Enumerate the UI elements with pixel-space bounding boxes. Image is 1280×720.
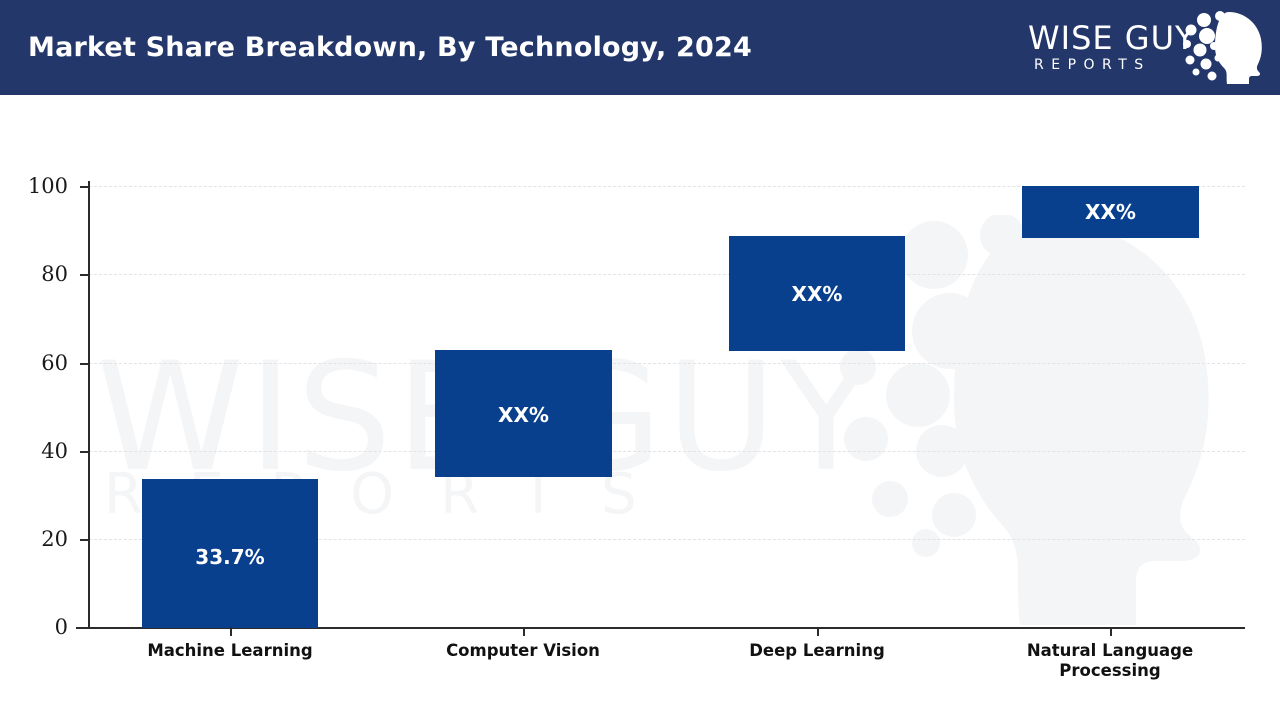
- bar-label-deep-learning: XX%: [791, 282, 843, 306]
- gridline-20: [89, 539, 1245, 540]
- y-tick-mark-20: [80, 539, 89, 541]
- y-tick-label-60: 60: [41, 351, 68, 375]
- y-tick-mark-100: [80, 186, 89, 188]
- bar-natural-language-processing[interactable]: XX%: [1022, 186, 1199, 238]
- y-tick-mark-40: [80, 451, 89, 453]
- gridline-80: [89, 274, 1245, 275]
- x-axis-line: [76, 627, 1245, 629]
- y-tick-mark-80: [80, 274, 89, 276]
- page-header: Market Share Breakdown, By Technology, 2…: [0, 0, 1280, 95]
- x-tick-label-machine-learning: Machine Learning: [147, 641, 313, 660]
- dotted-head-profile-icon: [1183, 11, 1262, 84]
- logo-wordmark: WISE GUY: [1028, 19, 1196, 57]
- bar-label-natural-language-processing: XX%: [1085, 200, 1136, 224]
- bar-label-computer-vision: XX%: [498, 403, 549, 427]
- chart-area: WISE GUY REPORTS: [0, 95, 1280, 720]
- page-title: Market Share Breakdown, By Technology, 2…: [28, 32, 753, 63]
- gridline-60: [89, 363, 1245, 364]
- gridline-100: [89, 186, 1245, 187]
- y-tick-label-40: 40: [41, 439, 68, 463]
- brand-logo: WISE GUY REPORTS: [1022, 8, 1272, 88]
- x-tick-label-deep-learning: Deep Learning: [749, 641, 885, 660]
- x-tick-mark-computer-vision: [523, 627, 525, 636]
- y-tick-label-80: 80: [41, 262, 68, 286]
- gridline-40: [89, 451, 1245, 452]
- y-tick-mark-0: [80, 627, 89, 629]
- logo-subtext: REPORTS: [1034, 57, 1151, 73]
- y-tick-label-100: 100: [27, 174, 68, 198]
- bar-deep-learning[interactable]: XX%: [729, 236, 905, 351]
- bar-computer-vision[interactable]: XX%: [435, 350, 612, 477]
- y-tick-label-0: 0: [54, 615, 68, 639]
- y-tick-label-20: 20: [41, 527, 68, 551]
- bar-machine-learning[interactable]: 33.7%: [142, 479, 318, 628]
- y-axis-line: [88, 181, 90, 629]
- x-tick-label-computer-vision: Computer Vision: [446, 641, 600, 660]
- x-tick-mark-natural-language-processing: [1110, 627, 1112, 636]
- x-tick-label-natural-language-processing: Natural Language Processing: [1026, 641, 1194, 681]
- y-tick-mark-60: [80, 363, 89, 365]
- x-tick-mark-machine-learning: [230, 627, 232, 636]
- x-tick-mark-deep-learning: [817, 627, 819, 636]
- bar-label-machine-learning: 33.7%: [195, 545, 265, 569]
